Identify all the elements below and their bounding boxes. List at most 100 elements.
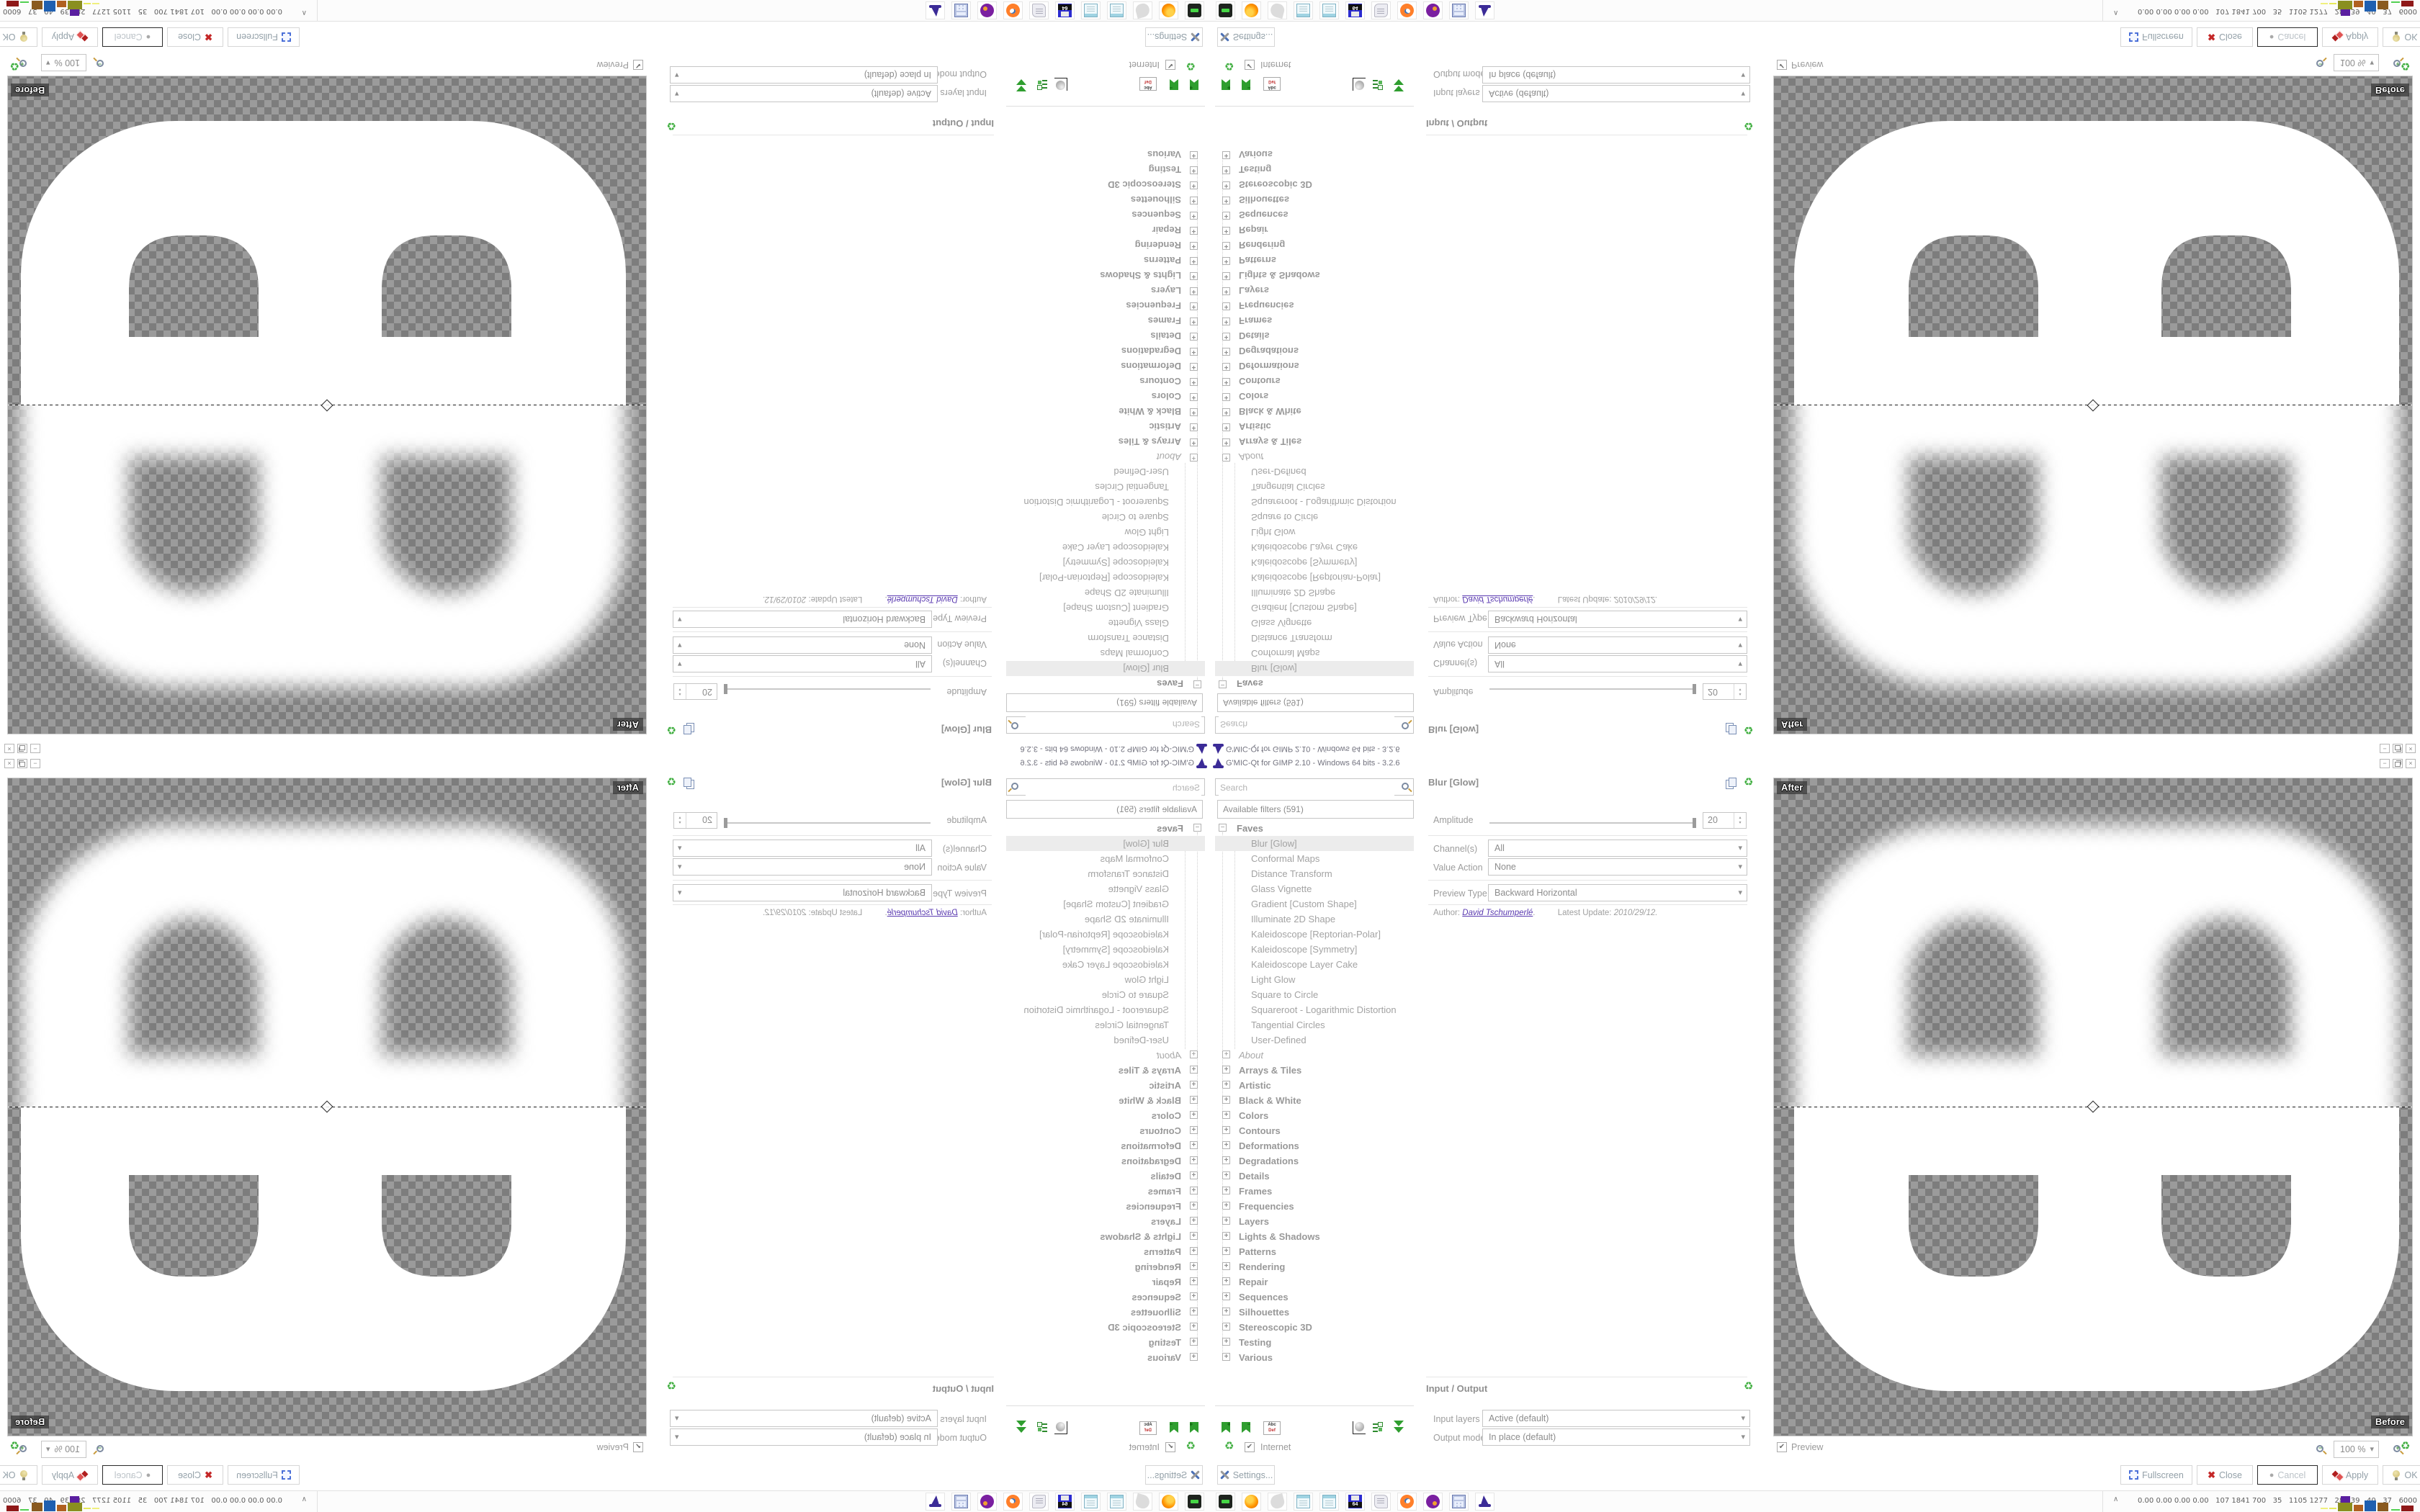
author-link[interactable]: David Tschumperlé — [887, 909, 958, 917]
filter-item[interactable]: Kaleidoscope [Reptorian-Polar] — [1039, 572, 1169, 583]
expand-icon[interactable]: + — [1190, 181, 1198, 189]
ok-button[interactable]: OK — [2383, 27, 2420, 47]
expand-icon[interactable]: + — [1190, 423, 1198, 431]
filter-category[interactable]: + Layers — [1215, 283, 1414, 298]
amplitude-spinbox[interactable]: 20 ▴ ▾ — [673, 683, 717, 700]
expand-icon[interactable]: + — [1190, 1141, 1198, 1149]
rename-fave-button[interactable]: Abc Def — [1263, 1421, 1281, 1435]
filter-item[interactable]: Illuminate 2D Shape — [1251, 588, 1336, 598]
add-fave-button[interactable] — [1190, 76, 1198, 90]
expand-icon[interactable]: + — [1190, 1171, 1198, 1179]
spinner-arrows[interactable]: ▴ ▾ — [1734, 813, 1746, 828]
taskbar-app-button[interactable] — [1081, 1, 1101, 19]
cancel-button[interactable]: ● Cancel — [102, 27, 163, 47]
value-action-combo[interactable]: None ▾ — [1488, 636, 1747, 654]
expand-icon[interactable]: + — [1222, 257, 1230, 265]
expand-icon[interactable]: + — [1222, 272, 1230, 280]
output-mode-combo[interactable]: In place (default) ▾ — [1482, 1428, 1750, 1446]
expand-icon[interactable]: + — [1222, 1066, 1230, 1074]
expand-icon[interactable]: + — [1190, 348, 1198, 356]
search-input[interactable] — [1219, 780, 1394, 796]
taskbar-app-button[interactable] — [1397, 1, 1417, 19]
expand-icon[interactable]: + — [1222, 363, 1230, 371]
channels-combo[interactable]: All ▾ — [1488, 840, 1747, 857]
filter-item[interactable]: Squareroot - Logarithmic Distortion — [1251, 497, 1397, 508]
taskbar-app-button[interactable] — [1029, 1, 1049, 19]
expand-icon[interactable]: + — [1190, 1353, 1198, 1361]
expand-icon[interactable]: + — [1190, 454, 1198, 462]
filter-category[interactable]: + Patterns — [1215, 253, 1414, 268]
expand-icon[interactable]: + — [1222, 1262, 1230, 1270]
filter-category[interactable]: + Colors — [1006, 1108, 1205, 1123]
taskbar-app-button[interactable] — [1423, 1493, 1443, 1511]
filter-item[interactable]: Square to Circle — [1251, 989, 1319, 1000]
taskbar-app-button[interactable] — [1294, 1493, 1313, 1511]
taskbar-app-button[interactable] — [926, 1493, 945, 1511]
expand-icon[interactable]: + — [1222, 227, 1230, 235]
value-action-combo[interactable]: None ▾ — [673, 858, 932, 876]
system-tray-monitor[interactable]: ∧ 0.00 0.00 0.00 0.00 107 1841 700 35 11… — [2102, 1491, 2420, 1512]
tree-category-faves[interactable]: − Faves — [1006, 821, 1205, 836]
filter-item[interactable]: Blur [Glow] — [1215, 661, 1414, 676]
taskbar-app-button[interactable] — [926, 1, 945, 19]
filter-item[interactable]: Distance Transform — [1251, 633, 1332, 644]
filter-item[interactable]: Squareroot - Logarithmic Distortion — [1023, 497, 1169, 508]
update-filters-icon[interactable]: ♻ — [1186, 60, 1196, 72]
filter-category[interactable]: + Repair — [1006, 222, 1205, 238]
amplitude-slider[interactable] — [723, 683, 931, 696]
zoom-in-icon[interactable] — [19, 1445, 27, 1452]
minimize-button[interactable]: − — [30, 759, 40, 768]
filter-item[interactable]: Gradient [Custom Shape] — [1251, 899, 1357, 909]
expand-icon[interactable]: + — [1190, 1232, 1198, 1240]
expand-icon[interactable]: + — [1222, 1050, 1230, 1058]
expand-icon[interactable]: + — [1190, 227, 1198, 235]
filter-category[interactable]: + Artistic — [1006, 1078, 1205, 1093]
expand-icon[interactable]: + — [1222, 1308, 1230, 1315]
preview-type-combo[interactable]: Backward Horizontal ▾ — [1488, 884, 1747, 901]
update-filters-icon[interactable]: ♻ — [1224, 1440, 1234, 1452]
filter-category[interactable]: + Degradations — [1215, 343, 1414, 359]
visibility-dial-icon[interactable] — [1054, 1421, 1067, 1434]
filter-category[interactable]: + Various — [1215, 147, 1414, 162]
taskbar-app-button[interactable] — [977, 1, 997, 19]
preview-canvas[interactable]: After Before — [1773, 778, 2413, 1436]
taskbar-app-button[interactable] — [1242, 1493, 1261, 1511]
filter-item[interactable]: Kaleidoscope [Reptorian-Polar] — [1039, 929, 1169, 940]
tree-category-faves[interactable]: − Faves — [1215, 676, 1414, 691]
expand-icon[interactable]: + — [1190, 272, 1198, 280]
filter-category[interactable]: + Rendering — [1006, 1259, 1205, 1274]
expand-icon[interactable]: + — [1222, 393, 1230, 401]
expand-icon[interactable]: + — [1190, 438, 1198, 446]
channels-combo[interactable]: All ▾ — [673, 840, 932, 857]
ok-button[interactable]: OK — [0, 27, 37, 47]
minimize-button[interactable]: − — [2380, 744, 2390, 753]
settings-button[interactable]: Settings... — [1217, 1465, 1275, 1485]
expand-all-icon[interactable] — [1016, 78, 1027, 91]
internet-checkbox[interactable]: ✔ — [1245, 60, 1255, 70]
remove-fave-button[interactable] — [1242, 76, 1250, 90]
filter-category[interactable]: + Deformations — [1215, 1138, 1414, 1153]
expand-icon[interactable]: + — [1222, 348, 1230, 356]
filter-item[interactable]: Distance Transform — [1251, 868, 1332, 879]
filter-category[interactable]: + Lights & Shadows — [1006, 268, 1205, 283]
filter-item[interactable]: Illuminate 2D Shape — [1084, 588, 1169, 598]
filter-category[interactable]: + About — [1215, 449, 1414, 464]
taskbar-app-button[interactable] — [1216, 1493, 1235, 1511]
minimize-button[interactable]: − — [30, 744, 40, 753]
filter-category[interactable]: + Various — [1006, 1350, 1205, 1365]
system-tray-monitor[interactable]: ∧ 0.00 0.00 0.00 0.00 107 1841 700 35 11… — [2102, 0, 2420, 21]
input-layers-combo[interactable]: Active (default) ▾ — [670, 1410, 938, 1427]
restore-button[interactable] — [2393, 759, 2403, 768]
expand-icon[interactable]: + — [1190, 1187, 1198, 1194]
restore-button[interactable] — [17, 759, 27, 768]
available-filters-selector[interactable]: Available filters (591) — [1006, 693, 1203, 712]
filter-category[interactable]: + Stereoscopic 3D — [1215, 1320, 1414, 1335]
taskbar-app-button[interactable] — [1081, 1493, 1101, 1511]
chevron-up-icon[interactable]: ∧ — [301, 1495, 307, 1503]
taskbar-app-button[interactable] — [1294, 1, 1313, 19]
remove-fave-button[interactable] — [1170, 1422, 1178, 1436]
expand-icon[interactable]: + — [1222, 151, 1230, 159]
taskbar-app-button[interactable] — [1003, 1, 1023, 19]
taskbar-app-button[interactable] — [951, 1493, 971, 1511]
copy-command-icon[interactable] — [684, 724, 694, 734]
